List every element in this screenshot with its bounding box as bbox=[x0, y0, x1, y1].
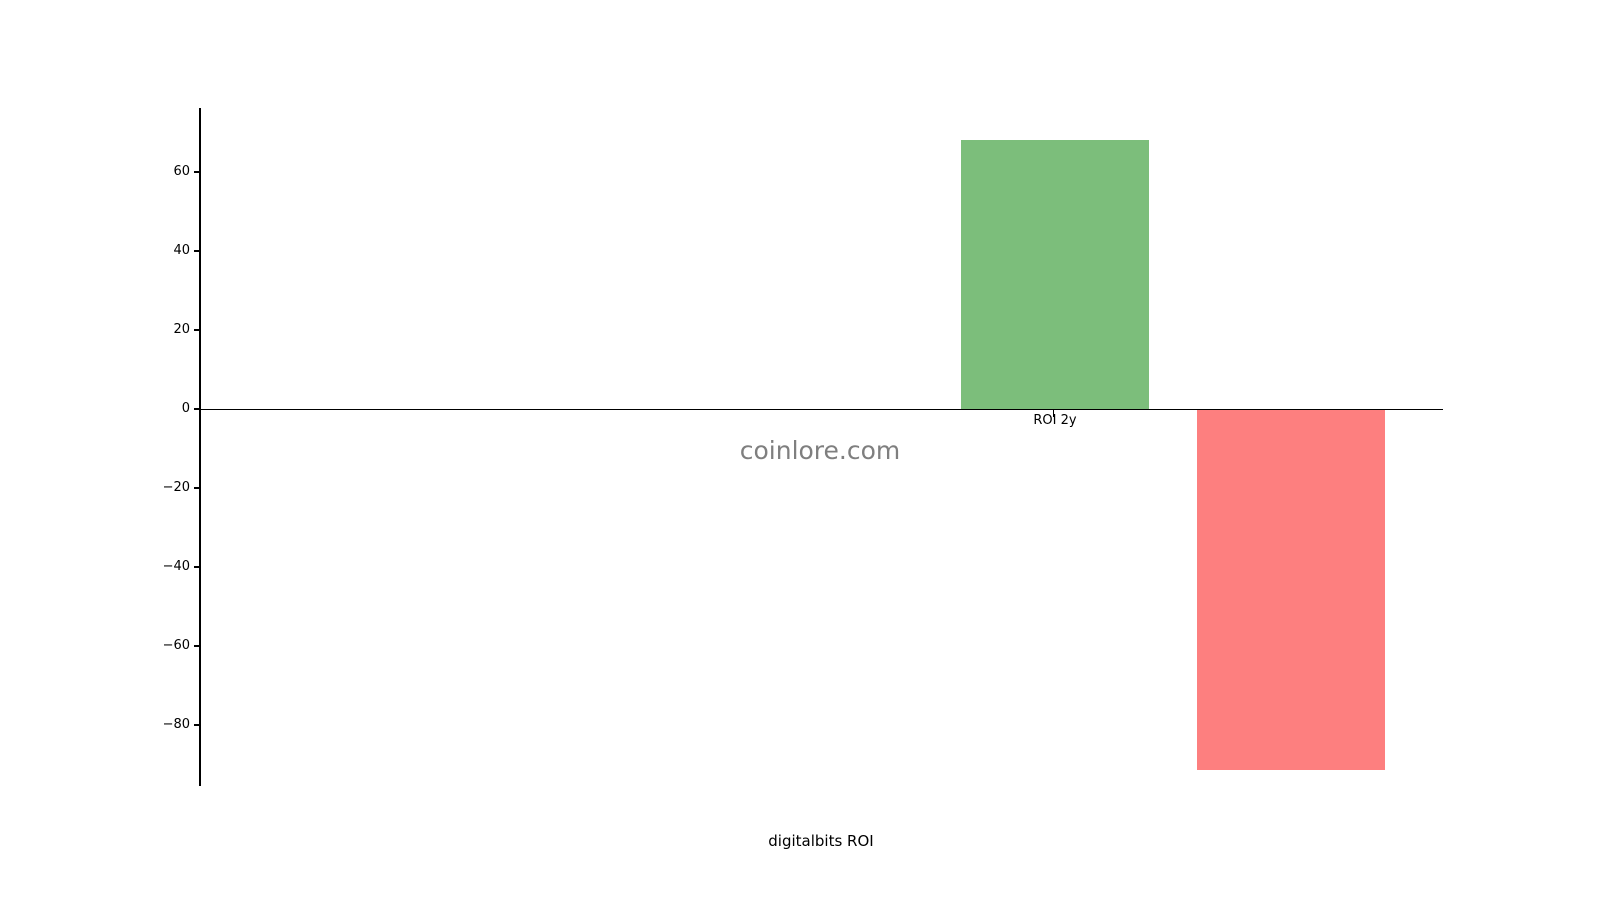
y-axis-line bbox=[199, 108, 201, 786]
bar-unlabeled-1 bbox=[1197, 410, 1385, 770]
x-axis-title: digitalbits ROI bbox=[768, 832, 874, 850]
x-axis-zero-line bbox=[199, 408, 1443, 410]
y-tick-label: 0 bbox=[181, 401, 190, 416]
y-tick-mark bbox=[194, 566, 200, 568]
y-tick-mark bbox=[194, 645, 200, 647]
y-tick-mark bbox=[194, 250, 200, 252]
y-tick-label: −60 bbox=[162, 638, 190, 653]
x-tick-mark bbox=[1052, 409, 1055, 417]
y-tick-label: −40 bbox=[162, 559, 190, 574]
y-tick-label: 20 bbox=[173, 322, 190, 337]
y-tick-mark bbox=[194, 408, 200, 410]
y-tick-mark bbox=[194, 724, 200, 726]
x-tick-label: ROI 2y bbox=[1033, 412, 1077, 428]
bar-roi-2y bbox=[961, 140, 1149, 409]
y-tick-label: −80 bbox=[162, 717, 190, 732]
y-tick-mark bbox=[194, 329, 200, 331]
y-tick-mark bbox=[194, 487, 200, 489]
y-tick-label: 40 bbox=[173, 243, 190, 258]
y-tick-label: 60 bbox=[173, 164, 190, 179]
y-tick-mark bbox=[194, 171, 200, 173]
watermark-text: coinlore.com bbox=[739, 436, 901, 465]
y-tick-label: −20 bbox=[162, 480, 190, 495]
